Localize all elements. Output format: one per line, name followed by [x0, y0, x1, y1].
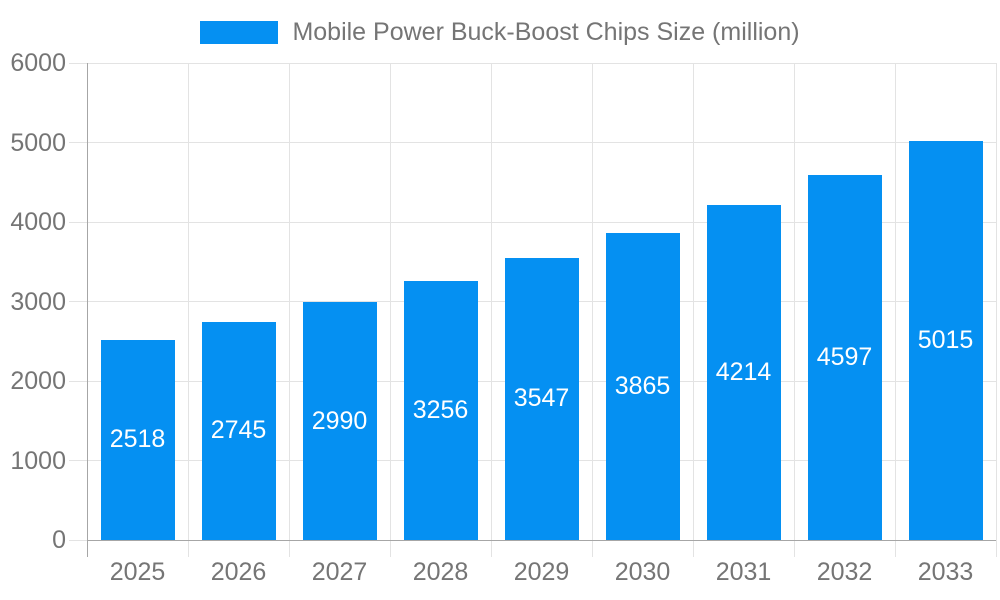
gridline-horizontal	[69, 62, 996, 64]
x-axis-label: 2031	[715, 558, 772, 586]
gridline-vertical	[894, 63, 896, 557]
bar-value-label: 3547	[513, 384, 570, 413]
bar-value-label: 4214	[715, 357, 772, 386]
gridline-vertical	[288, 63, 290, 557]
bar[interactable]: 3547	[504, 258, 579, 540]
bar[interactable]: 3256	[403, 281, 478, 540]
gridline-vertical	[490, 63, 492, 557]
gridline-vertical	[389, 63, 391, 557]
gridline-vertical	[692, 63, 694, 557]
bar[interactable]: 4214	[706, 204, 781, 540]
x-axis-label: 2028	[412, 558, 469, 586]
x-axis-label: 2026	[210, 558, 267, 586]
y-axis-label: 3000	[10, 287, 66, 316]
bar-value-label: 3256	[412, 396, 469, 425]
x-axis-line	[87, 539, 996, 541]
bar-value-label: 3865	[614, 371, 671, 400]
y-axis-label: 0	[52, 526, 66, 554]
bar-value-label: 4597	[816, 342, 873, 371]
y-axis-line	[86, 63, 88, 557]
x-axis-label: 2027	[311, 558, 368, 586]
bar[interactable]: 2990	[302, 302, 377, 540]
bar[interactable]: 5015	[908, 141, 983, 540]
gridline-vertical	[793, 63, 795, 557]
y-axis-label: 6000	[10, 49, 66, 77]
bar[interactable]: 2518	[100, 339, 175, 540]
bar[interactable]: 2745	[201, 321, 276, 540]
x-axis-label: 2033	[917, 558, 974, 586]
gridline-horizontal	[69, 221, 996, 223]
chart-legend[interactable]: Mobile Power Buck-Boost Chips Size (mill…	[0, 18, 1000, 46]
y-axis-label: 2000	[10, 367, 66, 395]
x-axis-label: 2030	[614, 558, 671, 586]
bar-value-label: 2745	[210, 416, 267, 445]
legend-label: Mobile Power Buck-Boost Chips Size (mill…	[292, 17, 800, 46]
y-axis-label: 1000	[10, 446, 66, 475]
y-axis-label: 5000	[10, 128, 66, 157]
gridline-horizontal	[69, 142, 996, 143]
bar[interactable]: 3865	[605, 232, 680, 540]
bar-value-label: 2518	[109, 425, 166, 454]
gridline-vertical	[591, 63, 593, 557]
bar-value-label: 5015	[917, 326, 974, 355]
y-axis-label: 4000	[10, 208, 66, 236]
x-axis-label: 2032	[816, 558, 873, 586]
x-axis-label: 2029	[513, 558, 570, 586]
gridline-vertical	[187, 63, 189, 557]
bar[interactable]: 4597	[807, 174, 882, 540]
bar-value-label: 2990	[311, 406, 368, 435]
gridline-vertical	[995, 63, 997, 557]
x-axis-label: 2025	[109, 558, 166, 586]
legend-swatch	[200, 20, 279, 44]
